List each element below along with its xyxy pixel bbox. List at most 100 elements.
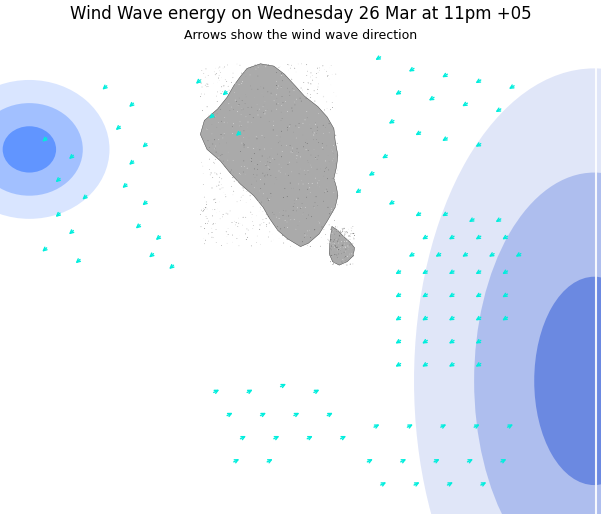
Point [302,231,312,240]
Point [319,93,328,101]
Point [203,124,212,133]
Point [288,184,298,192]
Point [347,227,356,235]
Point [274,139,284,147]
Point [217,150,227,158]
Point [245,71,255,79]
Point [246,72,255,80]
Point [276,141,286,150]
Point [221,76,230,84]
Point [266,171,276,179]
Point [217,184,227,192]
Point [287,107,297,115]
Point [300,116,310,124]
Point [290,215,299,224]
Point [344,245,353,253]
Point [338,241,347,249]
Point [239,127,249,135]
Point [287,104,297,112]
Point [249,144,258,153]
Point [277,93,287,101]
Point [288,147,297,155]
Point [259,101,269,109]
Point [197,83,207,91]
Point [288,206,298,214]
Point [213,78,222,86]
Point [266,189,276,197]
Point [313,63,323,71]
Point [202,125,212,133]
Point [338,225,347,233]
Point [246,195,255,204]
Point [306,69,316,77]
Point [303,79,313,87]
Point [261,210,271,218]
Point [276,225,285,233]
Point [285,141,295,150]
Point [218,82,228,90]
Ellipse shape [0,80,109,219]
Point [343,252,352,261]
Point [336,227,346,235]
Point [221,193,231,201]
Point [252,177,261,185]
Point [236,148,245,156]
Point [247,180,257,188]
Point [328,226,338,234]
Point [325,221,334,229]
Point [235,118,245,126]
Point [297,199,307,208]
Point [292,145,302,153]
Point [217,83,227,91]
Point [245,111,255,119]
Point [331,70,341,78]
Point [241,113,251,121]
Point [239,213,248,222]
Point [241,213,251,222]
Point [322,184,332,192]
Point [310,97,320,105]
Point [331,244,341,252]
Point [300,231,310,239]
Point [305,73,315,81]
Point [340,237,349,246]
Point [333,236,343,245]
Point [340,256,350,265]
Point [266,152,275,160]
Point [229,187,239,195]
Point [219,118,229,126]
Point [224,86,234,94]
Point [274,82,284,90]
Point [237,69,246,77]
Point [200,206,209,214]
Point [228,191,238,199]
Point [348,228,358,236]
Point [349,229,359,237]
Point [235,170,245,178]
Point [325,120,334,128]
Point [314,80,323,88]
Point [237,139,246,147]
Point [212,109,222,118]
Point [210,219,220,228]
Point [322,121,331,130]
Point [258,93,268,101]
Point [253,143,263,152]
Point [234,133,244,141]
Point [201,236,210,244]
Point [267,87,277,95]
Point [297,237,307,246]
Point [332,224,341,232]
Point [303,185,313,193]
Point [258,108,268,117]
Point [335,232,344,241]
Point [256,83,266,91]
Point [332,169,341,177]
Point [240,162,249,171]
Point [201,212,211,221]
Point [203,219,212,228]
Point [313,85,322,94]
Point [238,221,248,229]
Point [237,184,247,192]
Point [246,82,255,90]
